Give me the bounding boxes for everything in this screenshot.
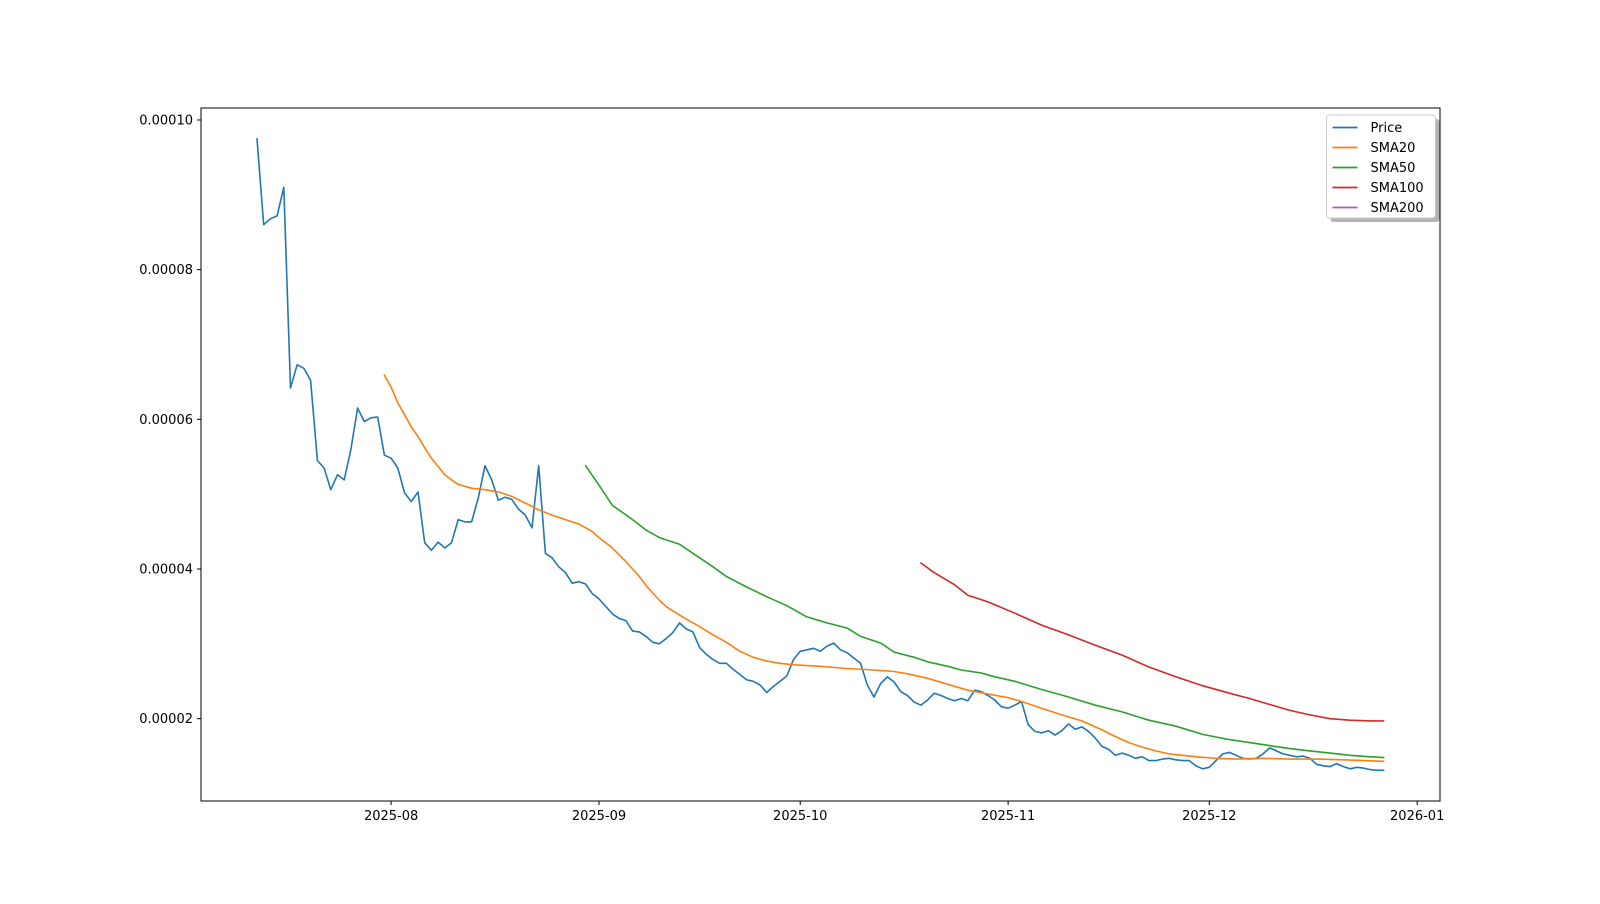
x-tick: 2025-10 bbox=[773, 801, 827, 824]
legend-label: SMA100 bbox=[1371, 181, 1424, 196]
series-line-sma20 bbox=[383, 374, 1385, 763]
x-tick-label: 2025-08 bbox=[364, 809, 418, 824]
legend-entry-price: Price bbox=[1332, 121, 1403, 136]
series-line-price bbox=[256, 137, 1385, 772]
y-tick: 0.00002 bbox=[139, 712, 201, 727]
x-tick-label: 2025-10 bbox=[773, 809, 827, 824]
x-tick-label: 2025-11 bbox=[981, 809, 1035, 824]
y-tick: 0.00008 bbox=[139, 263, 201, 278]
y-tick-label: 0.00006 bbox=[139, 413, 193, 428]
legend-entry-sma20: SMA20 bbox=[1332, 141, 1416, 156]
x-axis: 2025-08 2025-09 2025-10 2025-11 2025-12 2026-… bbox=[364, 801, 1444, 824]
legend-label: SMA50 bbox=[1371, 161, 1416, 176]
x-tick-label: 2025-12 bbox=[1182, 809, 1236, 824]
legend-entry-sma50: SMA50 bbox=[1332, 161, 1416, 176]
x-tick-label: 2025-09 bbox=[572, 809, 626, 824]
x-tick: 2025-08 bbox=[364, 801, 418, 824]
y-tick-label: 0.00008 bbox=[139, 263, 193, 278]
y-tick: 0.00006 bbox=[139, 413, 201, 428]
series-line-sma100 bbox=[920, 562, 1385, 722]
y-tick-label: 0.00010 bbox=[139, 113, 193, 128]
x-tick: 2025-09 bbox=[572, 801, 626, 824]
y-axis: 0.00002 0.00004 0.00006 0.00008 0.00010 bbox=[139, 113, 201, 727]
x-tick: 2026-01 bbox=[1390, 801, 1444, 824]
legend-entry-sma200: SMA200 bbox=[1332, 201, 1424, 216]
y-tick: 0.00004 bbox=[139, 563, 201, 578]
legend: Price SMA20 SMA50 SMA100 SMA200 bbox=[1326, 114, 1440, 222]
legend-label: SMA20 bbox=[1371, 141, 1416, 156]
x-tick: 2025-11 bbox=[981, 801, 1035, 824]
x-tick: 2025-12 bbox=[1182, 801, 1236, 824]
x-tick-label: 2026-01 bbox=[1390, 809, 1444, 824]
y-tick: 0.00010 bbox=[139, 113, 201, 128]
axes-frame bbox=[200, 107, 1441, 802]
y-tick-label: 0.00002 bbox=[139, 712, 193, 727]
legend-label: Price bbox=[1371, 121, 1403, 136]
y-tick-label: 0.00004 bbox=[139, 563, 193, 578]
legend-entry-sma100: SMA100 bbox=[1332, 181, 1424, 196]
legend-box bbox=[1326, 114, 1436, 219]
legend-label: SMA200 bbox=[1371, 201, 1424, 216]
series-line-sma50 bbox=[584, 464, 1385, 759]
